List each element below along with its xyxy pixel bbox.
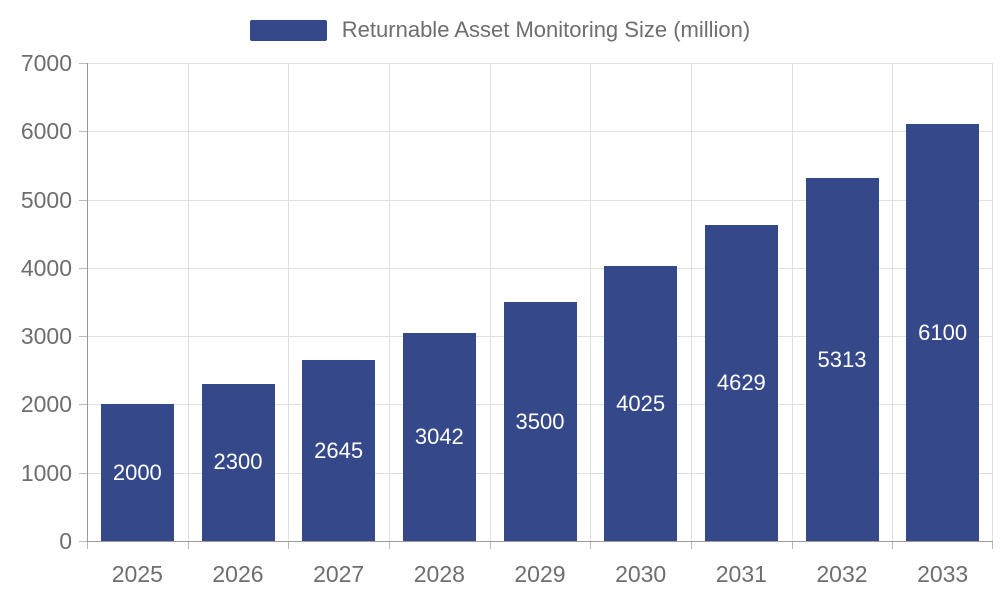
bar-value-label: 5313 xyxy=(817,346,867,372)
x-axis-tick xyxy=(288,541,290,549)
x-axis-tick-label: 2032 xyxy=(816,561,868,587)
y-axis-tick-label: 5000 xyxy=(20,186,72,213)
v-gridline xyxy=(590,63,592,541)
x-axis-tick-label: 2030 xyxy=(615,561,667,587)
bar[interactable]: 2000 xyxy=(100,404,174,541)
bar-value-label: 2300 xyxy=(213,449,263,475)
bar-value-label: 2645 xyxy=(314,437,364,463)
x-axis-tick xyxy=(892,541,894,549)
y-axis-tick xyxy=(79,336,87,338)
v-gridline xyxy=(892,63,894,541)
x-axis-tick-label: 2033 xyxy=(917,561,969,587)
bar[interactable]: 2645 xyxy=(302,360,376,541)
x-axis-tick xyxy=(87,541,88,549)
y-axis-tick-label: 2000 xyxy=(20,391,72,418)
h-gridline xyxy=(87,63,993,64)
v-gridline xyxy=(288,63,290,541)
x-axis-tick xyxy=(389,541,390,549)
x-axis-tick xyxy=(791,541,793,549)
bar[interactable]: 3042 xyxy=(402,333,476,541)
x-axis-tick xyxy=(992,541,993,549)
x-axis-tick-label: 2029 xyxy=(514,561,566,587)
x-axis-tick-label: 2025 xyxy=(111,561,163,587)
bar[interactable]: 3500 xyxy=(503,302,577,541)
y-axis-tick-label: 3000 xyxy=(20,323,72,350)
x-axis-tick xyxy=(691,541,692,549)
y-axis-tick xyxy=(79,472,87,474)
x-axis-tick-label: 2031 xyxy=(715,561,767,587)
x-axis-tick-label: 2027 xyxy=(313,561,365,587)
x-axis-tick xyxy=(187,541,189,549)
legend[interactable]: Returnable Asset Monitoring Size (millio… xyxy=(0,17,1000,43)
bar-value-label: 3042 xyxy=(414,424,464,450)
bar[interactable]: 6100 xyxy=(906,124,980,541)
y-axis-tick-label: 4000 xyxy=(20,254,72,281)
bar[interactable]: 2300 xyxy=(201,383,275,541)
y-axis-tick-label: 1000 xyxy=(20,459,72,486)
y-axis-tick xyxy=(79,404,87,406)
bar-value-label: 3500 xyxy=(515,408,565,434)
y-axis-tick-label: 0 xyxy=(59,528,72,554)
bar-value-label: 4025 xyxy=(616,390,666,416)
plot-area: 0 1000 2000 3000 4000 5000 6000 7000 2000 2025 230… xyxy=(21,50,993,587)
x-axis-tick xyxy=(590,541,592,549)
bar[interactable]: 4025 xyxy=(604,266,678,541)
v-gridline xyxy=(489,63,491,541)
h-gridline xyxy=(87,131,993,133)
v-gridline xyxy=(187,63,189,541)
bar[interactable]: 5313 xyxy=(805,178,879,541)
h-gridline xyxy=(87,267,993,269)
y-axis-tick-label: 7000 xyxy=(20,50,72,76)
y-axis-tick xyxy=(79,267,87,269)
y-axis-tick xyxy=(79,541,87,542)
v-gridline xyxy=(791,63,793,541)
legend-label: Returnable Asset Monitoring Size (millio… xyxy=(341,17,751,42)
v-gridline xyxy=(691,63,692,541)
v-gridline xyxy=(992,63,993,541)
y-axis-tick xyxy=(79,199,87,201)
bar-value-label: 6100 xyxy=(918,319,968,345)
x-axis-tick-label: 2026 xyxy=(212,561,264,587)
x-axis-tick xyxy=(489,541,491,549)
bar-value-label: 4629 xyxy=(716,369,766,395)
bar[interactable]: 4629 xyxy=(704,224,778,541)
v-gridline xyxy=(389,63,390,541)
legend-swatch xyxy=(249,19,327,41)
y-axis-tick xyxy=(79,63,87,64)
h-gridline xyxy=(87,199,993,201)
y-axis-line xyxy=(87,63,88,541)
y-axis-tick-label: 6000 xyxy=(20,118,72,145)
bar-value-label: 2000 xyxy=(112,459,162,485)
x-axis-tick-label: 2028 xyxy=(413,561,465,587)
y-axis-tick xyxy=(79,131,87,133)
x-axis-line xyxy=(87,541,993,542)
